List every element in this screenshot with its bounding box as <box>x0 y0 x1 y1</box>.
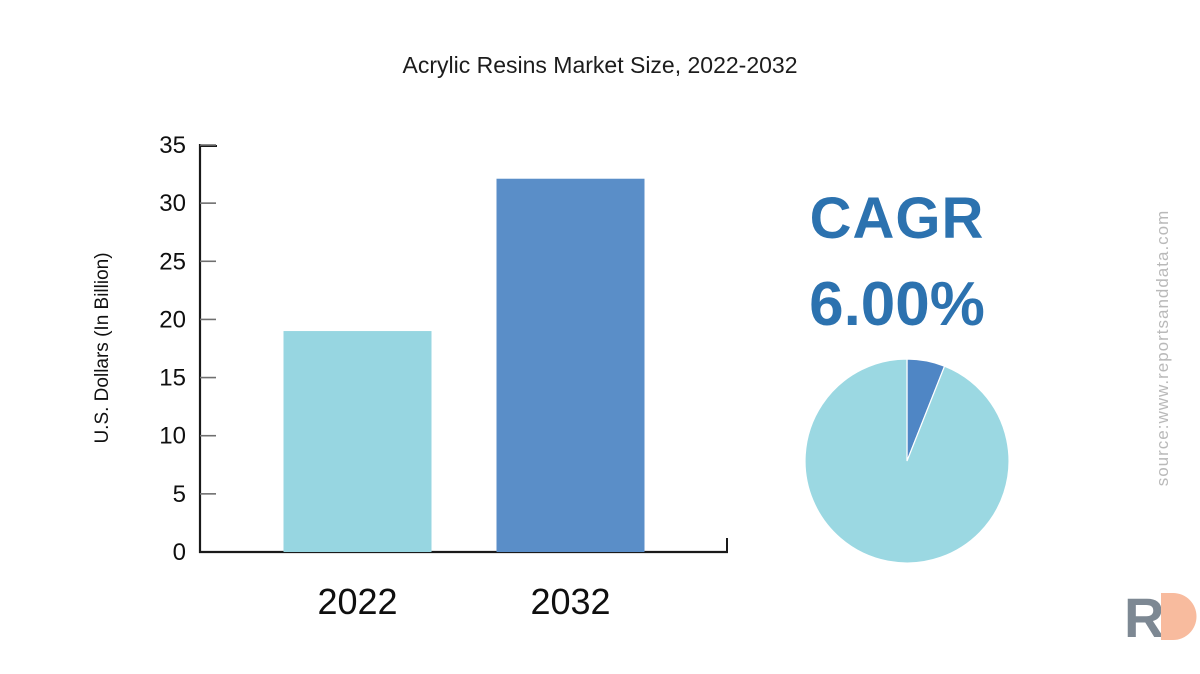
logo-letter-r: R <box>1124 586 1164 649</box>
logo-letter-d-icon <box>1161 593 1197 640</box>
cagr-label: CAGR <box>810 186 985 251</box>
cagr-annotation: CAGR 6.00% <box>809 186 985 339</box>
pie-chart <box>804 358 1010 564</box>
y-tick-label: 0 <box>173 539 186 566</box>
y-tick-label: 5 <box>173 481 186 508</box>
bar-series <box>283 178 645 553</box>
x-axis-labels: 2022 2032 <box>317 581 610 622</box>
y-tick-label: 15 <box>159 365 186 392</box>
bar-chart: 0 5 10 15 20 25 30 35 U.S. Dollars (In Billion)… <box>92 132 728 622</box>
source-note: source:www.reportsanddata.com <box>1153 210 1172 487</box>
y-axis-label: U.S. Dollars (In Billion) <box>92 252 113 443</box>
y-axis-ticks: 0 5 10 15 20 25 30 35 <box>159 132 216 566</box>
y-tick-label: 35 <box>159 132 186 159</box>
brand-logo: R <box>1124 586 1197 649</box>
x-axis: 2022 2032 <box>199 538 728 622</box>
bar-2022 <box>283 331 432 552</box>
chart-title: Acrylic Resins Market Size, 2022-2032 <box>403 52 798 78</box>
x-category-label: 2032 <box>530 581 610 622</box>
y-axis: 0 5 10 15 20 25 30 35 U.S. Dollars (In Billion) <box>92 132 217 566</box>
bar-2032 <box>496 178 645 553</box>
y-tick-label: 10 <box>159 423 186 450</box>
y-tick-label: 25 <box>159 248 186 275</box>
y-tick-label: 20 <box>159 306 186 333</box>
pie-remainder-slice <box>804 358 1010 564</box>
y-tick-label: 30 <box>159 190 186 217</box>
x-category-label: 2022 <box>317 581 397 622</box>
cagr-value: 6.00% <box>809 270 985 339</box>
